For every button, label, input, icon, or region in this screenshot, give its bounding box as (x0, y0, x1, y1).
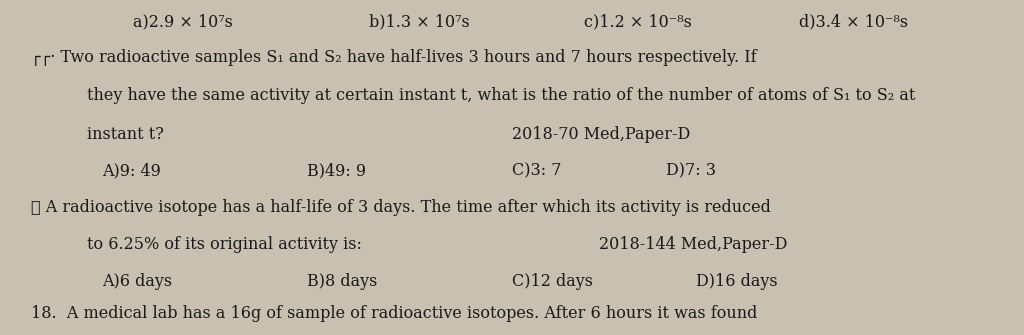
Text: 2018-144 Med,Paper-D: 2018-144 Med,Paper-D (599, 236, 787, 253)
Text: c)1.2 × 10⁻⁸s: c)1.2 × 10⁻⁸s (584, 13, 691, 30)
Text: ✔ A radioactive isotope has a half-life of 3 days. The time after which its acti: ✔ A radioactive isotope has a half-life … (31, 199, 771, 216)
Text: C)12 days: C)12 days (512, 273, 593, 290)
Text: a)2.9 × 10⁷s: a)2.9 × 10⁷s (133, 13, 233, 30)
Text: D)16 days: D)16 days (696, 273, 778, 290)
Text: d)3.4 × 10⁻⁸s: d)3.4 × 10⁻⁸s (799, 13, 908, 30)
Text: to 6.25% of its original activity is:: to 6.25% of its original activity is: (87, 236, 361, 253)
Text: A)6 days: A)6 days (102, 273, 172, 290)
Text: C)3: 7: C)3: 7 (512, 162, 561, 180)
Text: D)7: 3: D)7: 3 (666, 162, 716, 180)
Text: they have the same activity at certain instant t, what is the ratio of the numbe: they have the same activity at certain i… (87, 87, 915, 104)
Text: instant t?: instant t? (87, 126, 164, 143)
Text: B)49: 9: B)49: 9 (307, 162, 367, 180)
Text: B)8 days: B)8 days (307, 273, 378, 290)
Text: ┌┌· Two radioactive samples S₁ and S₂ have half-lives 3 hours and 7 hours respec: ┌┌· Two radioactive samples S₁ and S₂ ha… (31, 49, 757, 66)
Text: 2018-70 Med,Paper-D: 2018-70 Med,Paper-D (512, 126, 690, 143)
Text: A)9: 49: A)9: 49 (102, 162, 161, 180)
Text: b)1.3 × 10⁷s: b)1.3 × 10⁷s (369, 13, 469, 30)
Text: 18.  A medical lab has a 16g of sample of radioactive isotopes. After 6 hours it: 18. A medical lab has a 16g of sample of… (31, 305, 757, 322)
